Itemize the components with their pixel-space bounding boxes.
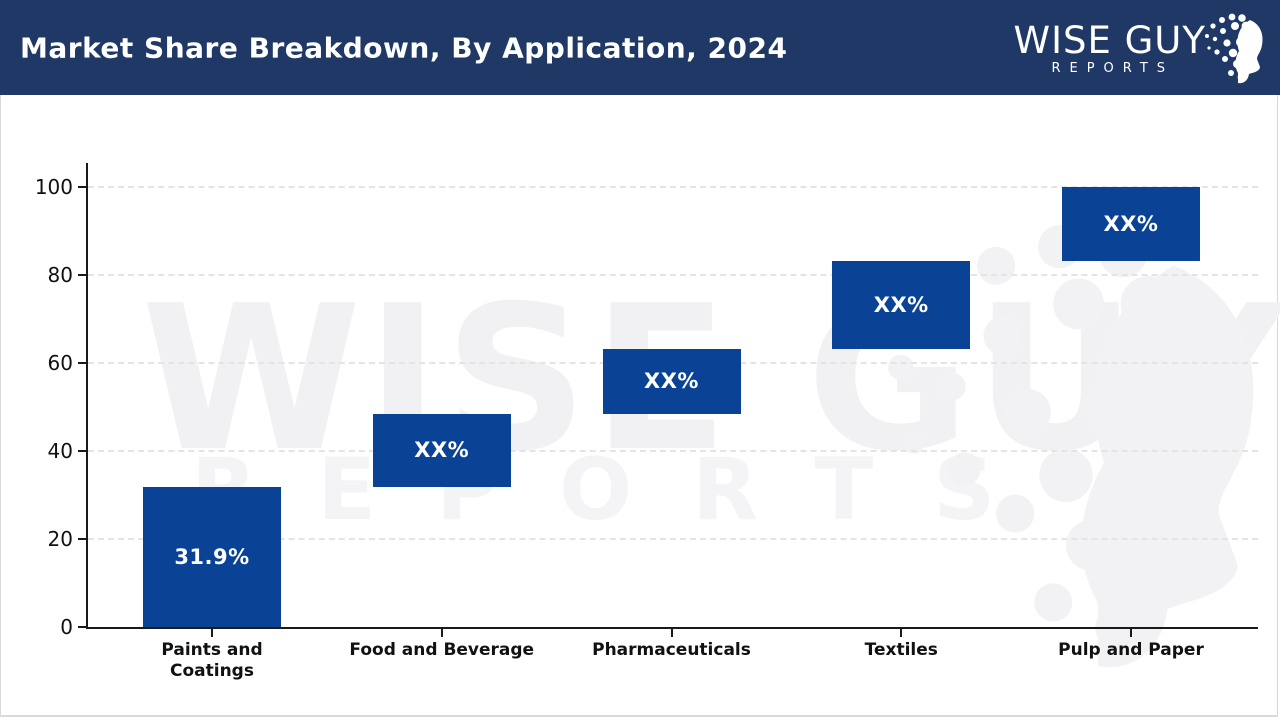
bar-value-label: XX% xyxy=(1103,211,1159,236)
bar-textiles: XX% xyxy=(832,260,971,349)
watermark-subtitle: REPORTS xyxy=(191,440,1056,540)
logo-wordmark: WISE GUY xyxy=(1013,18,1206,62)
y-axis-line xyxy=(86,163,88,629)
x-tick-mark-4 xyxy=(1130,629,1132,637)
y-tick-mark-20 xyxy=(78,538,86,540)
wise-guy-reports-logo: WISE GUY REPORTS xyxy=(1014,10,1266,88)
y-tick-label-20: 20 xyxy=(47,527,73,551)
y-tick-label-40: 40 xyxy=(47,439,73,463)
chart-figure: WISE GUY REPORTS 0 20 40 60 80 100 31.9% Paints… xyxy=(0,95,1280,717)
gridline-20 xyxy=(88,538,1258,540)
x-tick-mark-0 xyxy=(211,629,213,637)
logo-text: WISE GUY REPORTS xyxy=(1013,18,1206,77)
x-axis-line xyxy=(86,627,1258,629)
y-tick-label-60: 60 xyxy=(47,351,73,375)
wise-guy-head-icon xyxy=(1205,13,1263,84)
x-category-label: Pulp and Paper xyxy=(1058,640,1204,660)
y-tick-label-0: 0 xyxy=(60,615,73,639)
bar-paints-and-coatings: 31.9% xyxy=(143,486,281,627)
x-category-label: Food and Beverage xyxy=(349,640,535,660)
bar-value-label: XX% xyxy=(873,292,929,317)
header-bar: Market Share Breakdown, By Application, … xyxy=(0,0,1280,95)
x-category-label: Paints and Coatings xyxy=(161,640,263,681)
gridline-100 xyxy=(88,186,1258,188)
y-tick-mark-100 xyxy=(78,186,86,188)
y-tick-mark-40 xyxy=(78,450,86,452)
gridline-40 xyxy=(88,450,1258,452)
bar-pulp-and-paper: XX% xyxy=(1062,187,1200,261)
y-tick-label-80: 80 xyxy=(47,263,73,287)
bar-pharmaceuticals: XX% xyxy=(602,348,741,414)
y-tick-mark-80 xyxy=(78,274,86,276)
bar-value-label: XX% xyxy=(414,438,470,463)
x-tick-mark-1 xyxy=(440,629,443,637)
x-category-label: Textiles xyxy=(864,640,938,660)
bar-value-label: XX% xyxy=(644,369,699,394)
x-tick-mark-3 xyxy=(900,629,903,637)
x-tick-mark-2 xyxy=(670,629,673,637)
y-tick-mark-0 xyxy=(78,626,86,628)
y-tick-mark-60 xyxy=(78,362,86,364)
bar-value-label: 31.9% xyxy=(174,544,250,569)
y-tick-label-100: 100 xyxy=(34,175,73,199)
bar-food-and-beverage: XX% xyxy=(372,413,511,487)
gridline-80 xyxy=(88,274,1258,276)
x-category-label: Pharmaceuticals xyxy=(592,640,751,660)
page-title: Market Share Breakdown, By Application, … xyxy=(20,31,788,64)
logo-subtitle: REPORTS xyxy=(1051,61,1175,77)
